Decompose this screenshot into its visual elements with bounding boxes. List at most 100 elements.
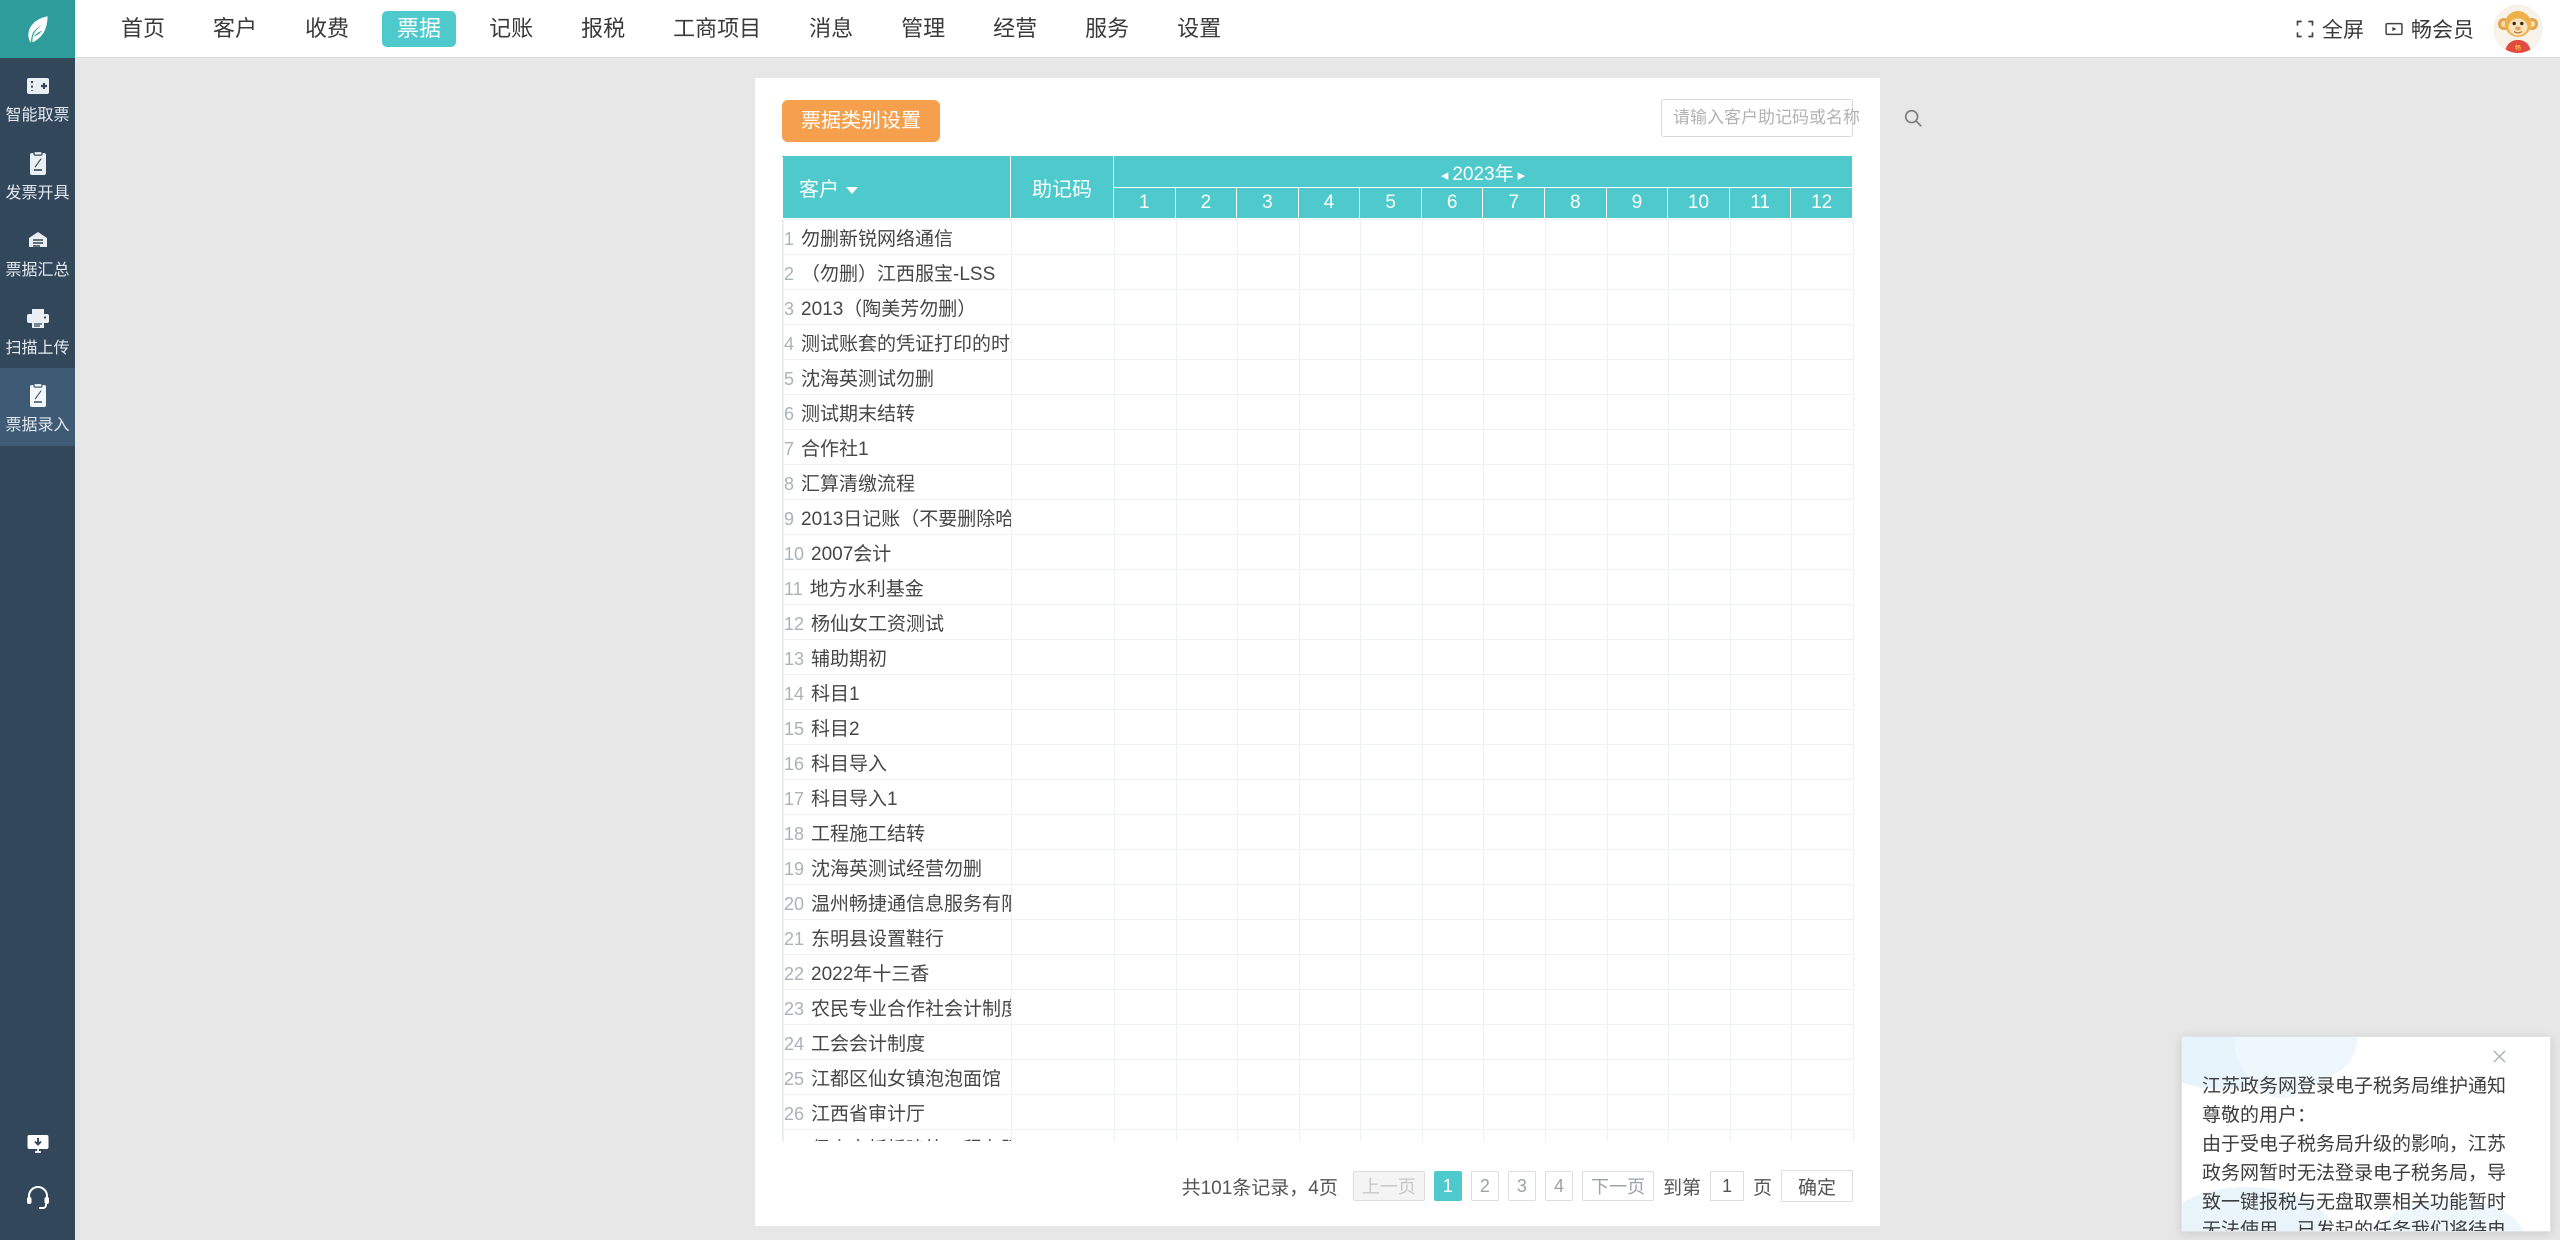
cell-month-12[interactable] [1791,1129,1854,1141]
nav-item-customer[interactable]: 客户 [213,15,258,41]
cell-month-6[interactable] [1421,219,1485,255]
cell-month-8[interactable] [1545,464,1608,500]
cell-month-4[interactable] [1298,674,1362,710]
cell-month-3[interactable] [1237,779,1300,815]
cell-month-9[interactable] [1606,219,1670,255]
table-body-scroll-area[interactable]: 1 勿删新锐网络通信 2 （勿删）江西服宝-LSS 3 2013（陶美芳勿删） 4 测试账套的… [782,219,1885,1141]
cell-month-7[interactable] [1483,534,1547,570]
cell-month-11[interactable] [1729,814,1793,850]
table-row[interactable]: 12 杨仙女工资测试 [783,604,1854,640]
cell-month-10[interactable] [1668,289,1731,325]
col-header-month-3[interactable]: 3 [1236,187,1299,219]
cell-month-4[interactable] [1298,324,1362,360]
cell-month-10[interactable] [1668,989,1731,1025]
col-header-month-6[interactable]: 6 [1420,187,1484,219]
cell-month-10[interactable] [1668,534,1731,570]
cell-month-6[interactable] [1421,1094,1485,1130]
cell-month-11[interactable] [1729,359,1793,395]
cell-month-3[interactable] [1237,569,1300,605]
cell-month-1[interactable] [1114,394,1177,430]
cell-month-7[interactable] [1483,674,1547,710]
cell-month-7[interactable] [1483,254,1547,290]
cell-month-10[interactable] [1668,1129,1731,1141]
cell-month-1[interactable] [1114,849,1177,885]
pagination-next-button[interactable]: 下一页 [1581,1171,1654,1201]
cell-month-9[interactable] [1606,674,1670,710]
table-row[interactable]: 27 保山市板桥建筑工程有限责任... [783,1129,1854,1141]
cell-month-7[interactable] [1483,499,1547,535]
cell-month-12[interactable] [1791,499,1854,535]
cell-month-6[interactable] [1421,569,1485,605]
cell-month-3[interactable] [1237,534,1300,570]
cell-month-7[interactable] [1483,429,1547,465]
cell-month-8[interactable] [1545,639,1608,675]
cell-month-10[interactable] [1668,744,1731,780]
cell-month-7[interactable] [1483,779,1547,815]
cell-month-12[interactable] [1791,604,1854,640]
cell-month-1[interactable] [1114,1024,1177,1060]
cell-month-12[interactable] [1791,1094,1854,1130]
search-input[interactable] [1662,108,1902,128]
cell-month-9[interactable] [1606,289,1670,325]
cell-month-1[interactable] [1114,569,1177,605]
table-row[interactable]: 24 工会会计制度 [783,1024,1854,1060]
cell-month-6[interactable] [1421,464,1485,500]
cell-month-8[interactable] [1545,954,1608,990]
cell-month-1[interactable] [1114,814,1177,850]
cell-month-5[interactable] [1360,1094,1423,1130]
cell-month-6[interactable] [1421,744,1485,780]
cell-month-12[interactable] [1791,254,1854,290]
table-row[interactable]: 21 东明县设置鞋行 [783,919,1854,955]
cell-month-11[interactable] [1729,1094,1793,1130]
cell-month-2[interactable] [1175,254,1239,290]
cell-month-12[interactable] [1791,1024,1854,1060]
cell-month-6[interactable] [1421,954,1485,990]
cell-month-8[interactable] [1545,534,1608,570]
cell-month-7[interactable] [1483,814,1547,850]
search-button[interactable] [1902,107,1924,129]
cell-month-7[interactable] [1483,919,1547,955]
year-next-button[interactable]: ▸ [1517,166,1526,184]
cell-month-4[interactable] [1298,744,1362,780]
cell-month-3[interactable] [1237,674,1300,710]
cell-month-5[interactable] [1360,534,1423,570]
cell-month-9[interactable] [1606,534,1670,570]
cell-month-4[interactable] [1298,639,1362,675]
cell-month-8[interactable] [1545,1024,1608,1060]
cell-month-8[interactable] [1545,1129,1608,1141]
nav-item-settings[interactable]: 设置 [1177,15,1222,41]
cell-month-10[interactable] [1668,1024,1731,1060]
cell-month-2[interactable] [1175,569,1239,605]
cell-month-1[interactable] [1114,989,1177,1025]
cell-month-5[interactable] [1360,219,1423,255]
cell-month-6[interactable] [1421,884,1485,920]
sidebar-item-bill-summary[interactable]: 票据汇总 [0,213,75,291]
cell-month-3[interactable] [1237,1129,1300,1141]
cell-month-6[interactable] [1421,1024,1485,1060]
cell-month-10[interactable] [1668,639,1731,675]
cell-month-5[interactable] [1360,709,1423,745]
table-row[interactable]: 11 地方水利基金 [783,569,1854,605]
cell-month-5[interactable] [1360,744,1423,780]
cell-month-3[interactable] [1237,219,1300,255]
cell-month-10[interactable] [1668,849,1731,885]
table-row[interactable]: 20 温州畅捷通信息服务有限公司 [783,884,1854,920]
cell-month-11[interactable] [1729,534,1793,570]
cell-month-4[interactable] [1298,919,1362,955]
cell-month-11[interactable] [1729,674,1793,710]
cell-month-3[interactable] [1237,324,1300,360]
cell-month-4[interactable] [1298,1129,1362,1141]
cell-month-5[interactable] [1360,779,1423,815]
cell-month-2[interactable] [1175,849,1239,885]
cell-month-6[interactable] [1421,429,1485,465]
col-header-customer[interactable]: 客户 [782,156,1011,219]
cell-month-1[interactable] [1114,499,1177,535]
cell-month-8[interactable] [1545,219,1608,255]
cell-month-12[interactable] [1791,989,1854,1025]
cell-month-8[interactable] [1545,254,1608,290]
cell-month-10[interactable] [1668,884,1731,920]
cell-month-7[interactable] [1483,884,1547,920]
cell-month-8[interactable] [1545,289,1608,325]
cell-month-11[interactable] [1729,989,1793,1025]
cell-month-4[interactable] [1298,254,1362,290]
